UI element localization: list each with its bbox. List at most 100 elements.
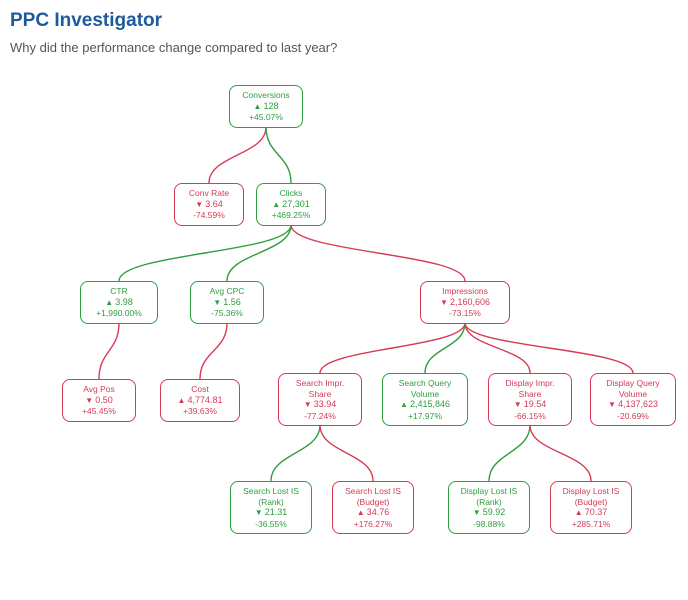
node-label: Display Impr. Share <box>495 378 565 399</box>
node-value-row: ▼2,160,606 <box>427 297 503 308</box>
arrow-up-icon: ▲ <box>254 102 262 112</box>
edge-dis-dl_budget <box>530 425 591 481</box>
node-value: 2,415,846 <box>410 399 450 409</box>
node-label: Display Lost IS (Budget) <box>557 486 625 507</box>
page-subtitle: Why did the performance change compared … <box>0 34 688 55</box>
edge-impressions-dqv <box>465 323 633 373</box>
node-pct: -36.55% <box>237 519 305 530</box>
arrow-up-icon: ▲ <box>178 396 186 406</box>
node-value-row: ▲27,301 <box>263 199 319 210</box>
node-dqv: Display Query Volume▼4,137,623-20.69% <box>590 373 676 426</box>
arrow-up-icon: ▲ <box>272 200 280 210</box>
arrow-down-icon: ▼ <box>514 400 522 410</box>
node-sis: Search Impr. Share▼33.94-77.24% <box>278 373 362 426</box>
arrow-down-icon: ▼ <box>304 400 312 410</box>
node-value: 3.64 <box>205 199 223 209</box>
node-value: 1.56 <box>223 297 241 307</box>
edge-dis-dl_rank <box>489 425 530 481</box>
node-label: Conversions <box>236 90 296 101</box>
node-value-row: ▲3.98 <box>87 297 151 308</box>
node-label: Impressions <box>427 286 503 297</box>
edge-impressions-dis <box>465 323 530 373</box>
arrow-up-icon: ▲ <box>357 508 365 518</box>
node-value-row: ▼33.94 <box>285 399 355 410</box>
edge-impressions-sqv <box>425 323 465 373</box>
node-value-row: ▼21.31 <box>237 507 305 518</box>
node-label: Clicks <box>263 188 319 199</box>
node-value: 128 <box>263 101 278 111</box>
node-label: Cost <box>167 384 233 395</box>
node-pct: -20.69% <box>597 411 669 422</box>
arrow-down-icon: ▼ <box>213 298 221 308</box>
node-pct: +469.25% <box>263 210 319 221</box>
node-value: 3.98 <box>115 297 133 307</box>
node-label: Display Query Volume <box>597 378 669 399</box>
arrow-down-icon: ▼ <box>85 396 93 406</box>
node-dl_budget: Display Lost IS (Budget)▲70.37+285.71% <box>550 481 632 534</box>
arrow-down-icon: ▼ <box>440 298 448 308</box>
node-value: 19.54 <box>524 399 547 409</box>
node-value-row: ▲4,774.81 <box>167 395 233 406</box>
node-value: 59.92 <box>483 507 506 517</box>
node-avgpos: Avg Pos▼0.50+45.45% <box>62 379 136 422</box>
edge-impressions-sis <box>320 323 465 373</box>
arrow-down-icon: ▼ <box>195 200 203 210</box>
node-value: 4,137,623 <box>618 399 658 409</box>
node-label: Search Impr. Share <box>285 378 355 399</box>
node-label: Avg CPC <box>197 286 257 297</box>
node-pct: +45.07% <box>236 112 296 123</box>
arrow-down-icon: ▼ <box>608 400 616 410</box>
node-value: 2,160,606 <box>450 297 490 307</box>
node-clicks: Clicks▲27,301+469.25% <box>256 183 326 226</box>
node-pct: -77.24% <box>285 411 355 422</box>
node-pct: -74.59% <box>181 210 237 221</box>
node-dl_rank: Display Lost IS (Rank)▼59.92-98.88% <box>448 481 530 534</box>
node-ctr: CTR▲3.98+1,990.00% <box>80 281 158 324</box>
node-value: 21.31 <box>265 507 288 517</box>
node-sl_rank: Search Lost IS (Rank)▼21.31-36.55% <box>230 481 312 534</box>
node-value-row: ▼0.50 <box>69 395 129 406</box>
node-value-row: ▲2,415,846 <box>389 399 461 410</box>
node-label: CTR <box>87 286 151 297</box>
edge-clicks-avgcpc <box>227 225 291 281</box>
node-cost: Cost▲4,774.81+39.63% <box>160 379 240 422</box>
node-pct: -66.15% <box>495 411 565 422</box>
node-value-row: ▼1.56 <box>197 297 257 308</box>
tree-diagram: Conversions▲128+45.07%Conv Rate▼3.64-74.… <box>0 55 688 595</box>
node-label: Conv Rate <box>181 188 237 199</box>
edge-avgcpc-cost <box>200 323 227 379</box>
node-avgcpc: Avg CPC▼1.56-75.36% <box>190 281 264 324</box>
edge-sis-sl_budget <box>320 425 373 481</box>
arrow-up-icon: ▲ <box>105 298 113 308</box>
node-sqv: Search Query Volume▲2,415,846+17.97% <box>382 373 468 426</box>
arrow-down-icon: ▼ <box>473 508 481 518</box>
node-sl_budget: Search Lost IS (Budget)▲34.76+176.27% <box>332 481 414 534</box>
node-label: Search Lost IS (Rank) <box>237 486 305 507</box>
node-value: 0.50 <box>95 395 113 405</box>
node-dis: Display Impr. Share▼19.54-66.15% <box>488 373 572 426</box>
node-value-row: ▼19.54 <box>495 399 565 410</box>
node-pct: -75.36% <box>197 308 257 319</box>
node-value-row: ▲128 <box>236 101 296 112</box>
node-value-row: ▼4,137,623 <box>597 399 669 410</box>
edge-clicks-ctr <box>119 225 291 281</box>
node-conversions: Conversions▲128+45.07% <box>229 85 303 128</box>
page-title: PPC Investigator <box>0 0 688 34</box>
arrow-up-icon: ▲ <box>575 508 583 518</box>
node-pct: +39.63% <box>167 406 233 417</box>
arrow-down-icon: ▼ <box>255 508 263 518</box>
edge-clicks-impressions <box>291 225 465 281</box>
node-label: Avg Pos <box>69 384 129 395</box>
node-value-row: ▼59.92 <box>455 507 523 518</box>
node-pct: +1,990.00% <box>87 308 151 319</box>
node-label: Search Lost IS (Budget) <box>339 486 407 507</box>
node-value: 4,774.81 <box>187 395 222 405</box>
node-pct: -98.88% <box>455 519 523 530</box>
node-value: 70.37 <box>585 507 608 517</box>
edge-ctr-avgpos <box>99 323 119 379</box>
node-label: Display Lost IS (Rank) <box>455 486 523 507</box>
edge-sis-sl_rank <box>271 425 320 481</box>
node-value: 34.76 <box>367 507 390 517</box>
node-impressions: Impressions▼2,160,606-73.15% <box>420 281 510 324</box>
edge-conversions-convrate <box>209 127 266 183</box>
